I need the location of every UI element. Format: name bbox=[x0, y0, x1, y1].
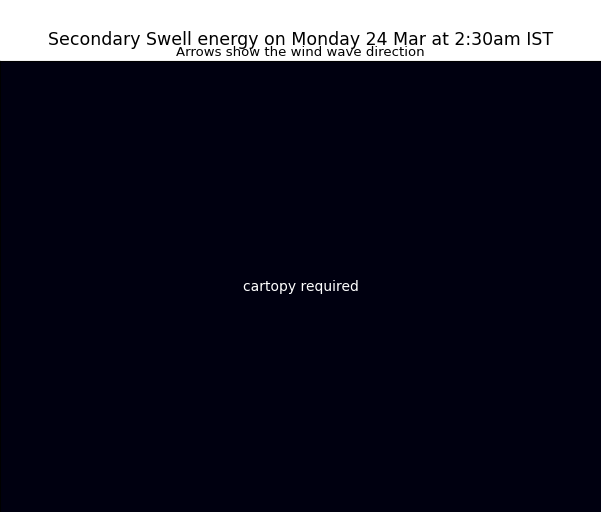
Text: Secondary Swell energy on Monday 24 Mar at 2:30am IST: Secondary Swell energy on Monday 24 Mar … bbox=[48, 31, 553, 49]
Text: cartopy required: cartopy required bbox=[243, 280, 358, 294]
Text: Arrows show the wind wave direction: Arrows show the wind wave direction bbox=[176, 46, 425, 59]
